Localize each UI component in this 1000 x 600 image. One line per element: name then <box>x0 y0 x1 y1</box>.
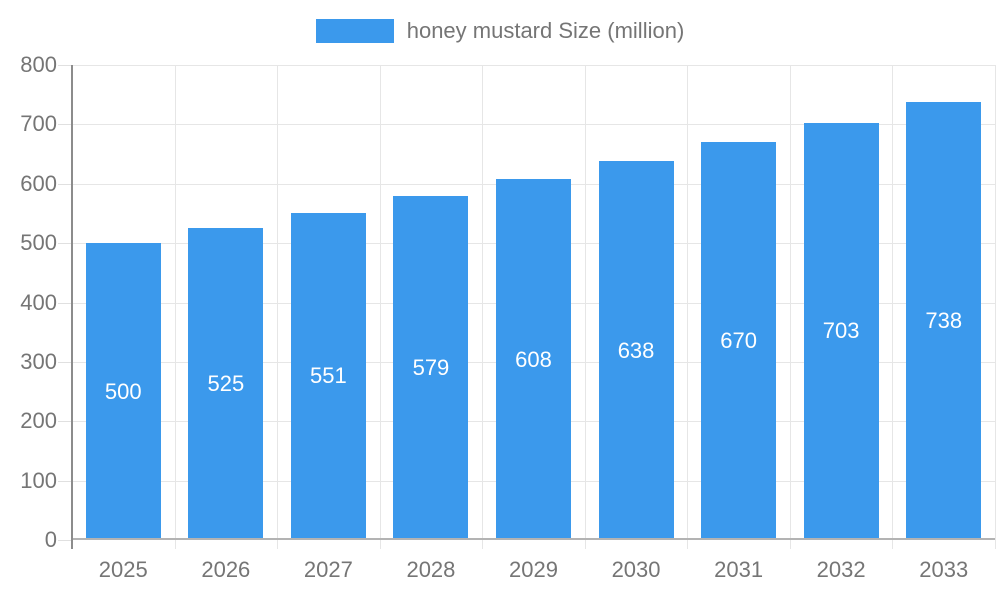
y-axis-tick <box>58 124 72 126</box>
y-axis-tick-label: 500 <box>20 230 57 256</box>
legend-swatch <box>315 19 394 43</box>
y-axis-tick <box>58 243 72 245</box>
y-axis-tick-label: 800 <box>20 52 57 77</box>
x-axis-category-label: 2027 <box>303 557 353 582</box>
legend-label: honey mustard Size (million) <box>406 18 685 43</box>
bar[interactable]: 525 <box>188 228 264 540</box>
gridline-vertical <box>995 65 996 549</box>
bar[interactable]: 738 <box>906 101 982 540</box>
bar[interactable]: 638 <box>598 161 674 540</box>
x-axis-category-label: 2026 <box>201 557 251 582</box>
bar-value-label: 579 <box>412 355 450 381</box>
y-axis-tick <box>58 421 72 423</box>
y-axis-tick <box>58 183 72 185</box>
bar[interactable]: 551 <box>290 212 366 540</box>
x-axis-category-label: 2031 <box>714 557 764 582</box>
x-axis-category-label: 2025 <box>98 557 148 582</box>
y-axis-tick-label: 600 <box>20 170 57 196</box>
bar[interactable]: 670 <box>701 142 777 540</box>
bar[interactable]: 500 <box>85 243 161 540</box>
y-axis-tick <box>58 361 72 363</box>
y-axis-tick <box>58 480 72 482</box>
x-axis-category-label: 2029 <box>509 557 558 582</box>
bar[interactable]: 579 <box>393 196 469 540</box>
gridline-vertical <box>379 65 381 549</box>
plot-area: 500 525 551 579 608 638 670 703 738 <box>71 65 996 549</box>
gridline-vertical <box>789 65 791 549</box>
legend[interactable]: honey mustard Size (million) <box>0 17 1000 45</box>
gridline-vertical <box>687 65 689 549</box>
y-axis-tick-label: 700 <box>20 111 57 137</box>
gridline-vertical <box>584 65 586 549</box>
y-axis-tick <box>58 540 72 541</box>
gridline-vertical <box>277 65 279 549</box>
bar-value-label: 608 <box>515 346 552 372</box>
gridline-vertical <box>174 65 176 549</box>
bar-value-label: 638 <box>617 337 655 363</box>
bar-value-label: 703 <box>822 318 860 344</box>
gridline-horizontal <box>72 65 995 66</box>
bar[interactable]: 703 <box>803 122 879 540</box>
y-axis-line <box>71 65 73 549</box>
bar-value-label: 670 <box>720 328 757 354</box>
y-axis-tick-label: 300 <box>20 348 57 374</box>
bar-value-label: 500 <box>104 378 142 404</box>
y-axis-tick-label: 100 <box>20 467 57 493</box>
bar-value-label: 738 <box>925 307 963 333</box>
gridline-vertical <box>892 65 894 549</box>
x-axis-category-label: 2030 <box>611 557 661 582</box>
bar-value-label: 551 <box>310 363 347 389</box>
x-axis-line <box>72 538 995 540</box>
bar[interactable]: 608 <box>496 179 571 540</box>
gridline-horizontal <box>72 124 995 126</box>
y-axis-tick <box>58 65 72 66</box>
y-axis-tick <box>58 302 72 304</box>
x-axis-category-label: 2032 <box>816 557 866 582</box>
gridline-vertical <box>482 65 484 549</box>
bar-value-label: 525 <box>207 371 245 397</box>
y-axis-tick-label: 400 <box>20 289 57 315</box>
y-axis-tick-label: 200 <box>20 408 57 434</box>
x-axis-category-label: 2028 <box>406 557 456 582</box>
y-axis-tick-label: 0 <box>44 527 57 552</box>
x-axis-category-label: 2033 <box>919 557 969 582</box>
